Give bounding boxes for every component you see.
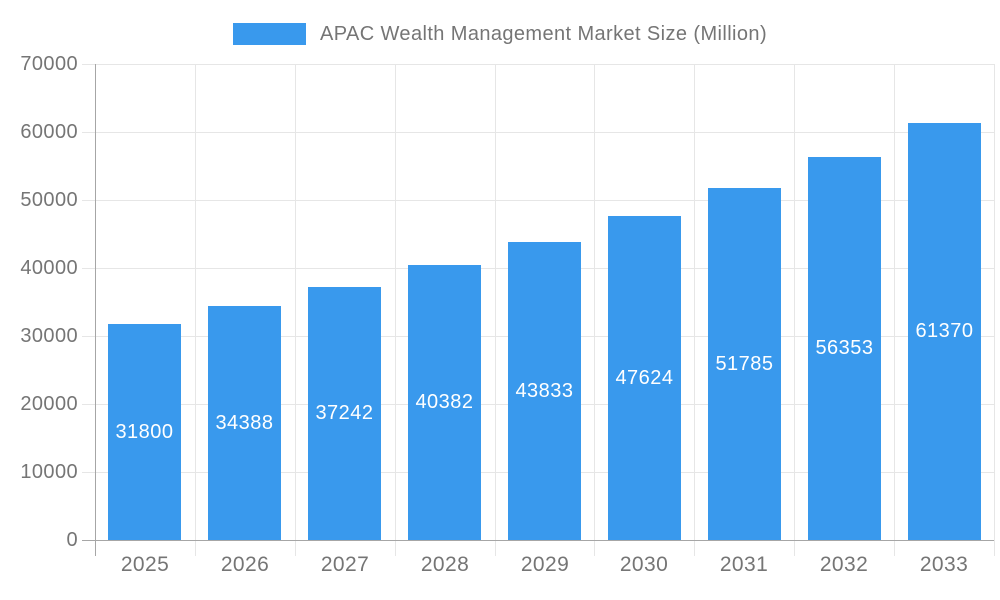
y-tick-label: 10000 <box>20 461 78 483</box>
bar[interactable]: 43833 <box>508 242 581 540</box>
y-tick-label: 0 <box>66 529 78 551</box>
gridline-horizontal <box>82 132 994 133</box>
gridline-vertical <box>395 64 396 556</box>
gridline-vertical <box>794 64 795 556</box>
legend-item[interactable]: APAC Wealth Management Market Size (Mill… <box>232 22 767 46</box>
bar-value-label: 40382 <box>415 391 474 413</box>
x-tick-label: 2026 <box>220 553 270 576</box>
plot-area: 31800 34388 37242 40382 43833 47624 51785 56353… <box>20 53 995 576</box>
gridline-vertical <box>594 64 595 556</box>
y-tick-label: 50000 <box>20 189 78 211</box>
gridline-vertical <box>994 64 995 556</box>
bar-value-label: 43833 <box>515 379 574 402</box>
x-tick-label: 2025 <box>120 553 170 576</box>
y-tick-label: 60000 <box>20 121 78 143</box>
bar-value-label: 37242 <box>315 402 374 424</box>
gridline-vertical <box>495 64 496 556</box>
bar-value-label: 31800 <box>115 420 174 443</box>
gridline-vertical <box>195 64 196 556</box>
legend: APAC Wealth Management Market Size (Mill… <box>0 22 1000 46</box>
bar-value-label: 34388 <box>215 411 274 434</box>
bar[interactable]: 31800 <box>108 324 181 540</box>
x-tick-label: 2030 <box>619 553 669 576</box>
x-tick-label: 2029 <box>520 553 570 576</box>
gridline-vertical <box>295 64 296 556</box>
x-tick-label: 2028 <box>420 553 470 576</box>
y-tick-label: 30000 <box>20 325 78 347</box>
bar[interactable]: 51785 <box>708 188 781 540</box>
gridline-horizontal <box>82 200 994 201</box>
y-tick-label: 20000 <box>20 393 78 415</box>
y-axis-line <box>95 64 96 556</box>
bar[interactable]: 47624 <box>608 216 681 540</box>
legend-swatch <box>232 23 306 45</box>
bar-value-label: 51785 <box>715 352 774 375</box>
x-tick-label: 2027 <box>320 553 370 576</box>
x-tick-label: 2033 <box>919 553 969 576</box>
bar-value-label: 47624 <box>615 366 674 389</box>
y-tick-label: 70000 <box>20 53 78 75</box>
gridline-vertical <box>694 64 695 556</box>
x-axis-line <box>82 540 994 541</box>
bar-value-label: 61370 <box>915 320 974 342</box>
bar[interactable]: 40382 <box>408 265 481 540</box>
bar-value-label: 56353 <box>815 337 874 359</box>
x-tick-label: 2032 <box>819 553 869 576</box>
bar[interactable]: 56353 <box>808 157 881 540</box>
bar[interactable]: 34388 <box>208 306 281 540</box>
bar[interactable]: 37242 <box>308 287 381 540</box>
x-tick-label: 2031 <box>719 553 769 576</box>
gridline-horizontal <box>82 64 994 65</box>
gridline-vertical <box>894 64 895 556</box>
bar[interactable]: 61370 <box>908 123 981 540</box>
y-tick-label: 40000 <box>20 257 78 279</box>
legend-label: APAC Wealth Management Market Size (Mill… <box>319 23 767 45</box>
